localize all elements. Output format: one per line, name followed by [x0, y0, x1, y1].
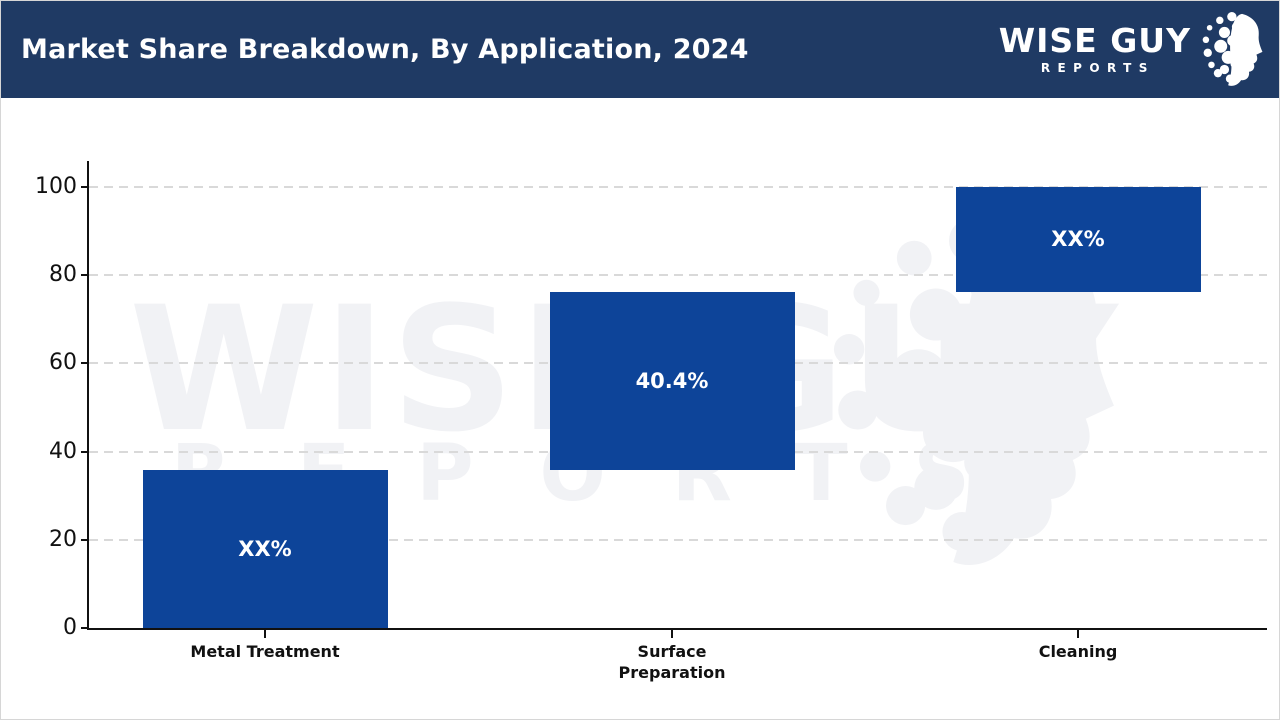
x-tick-label: Metal Treatment — [190, 642, 340, 661]
page-title: Market Share Breakdown, By Application, … — [21, 34, 749, 65]
y-tick-label: 80 — [49, 262, 77, 288]
logo-face-icon — [1202, 11, 1263, 86]
x-tick-mark — [1077, 630, 1079, 638]
y-tick-label: 40 — [49, 438, 77, 464]
y-tick-mark — [81, 627, 89, 629]
y-tick-mark — [81, 450, 89, 453]
brand-subname: REPORTS — [1040, 60, 1155, 75]
bar-metal-treatment: XX% — [142, 470, 388, 628]
x-tick-mark — [671, 630, 673, 638]
y-gridline — [89, 538, 1267, 541]
y-tick-mark — [81, 538, 89, 541]
watermark-face-icon — [833, 219, 1114, 565]
bar-value-label: XX% — [1051, 227, 1105, 252]
bar-cleaning: XX% — [955, 187, 1201, 292]
bar-surface-preparation: 40.4% — [549, 291, 795, 471]
brand-logo-text: WISE GUY REPORTS — [999, 24, 1191, 75]
y-axis-spine — [87, 161, 89, 630]
x-tick-mark — [264, 630, 266, 638]
x-axis-spine — [87, 628, 1267, 630]
brand-logo: WISE GUY REPORTS — [999, 11, 1263, 88]
bar-value-label: 40.4% — [635, 369, 709, 394]
x-tick-label: Surface Preparation — [618, 642, 726, 682]
y-tick-label: 60 — [49, 350, 77, 376]
brand-name: WISE GUY — [998, 21, 1191, 61]
y-gridline — [89, 186, 1267, 188]
y-tick-label: 0 — [63, 615, 77, 640]
header-bar: Market Share Breakdown, By Application, … — [1, 1, 1279, 98]
y-tick-mark — [81, 362, 89, 365]
y-gridline — [89, 274, 1267, 277]
x-tick-label: Cleaning — [1038, 642, 1118, 661]
y-tick-label: 20 — [49, 526, 77, 552]
y-tick-mark — [81, 274, 89, 277]
bar-value-label: XX% — [238, 537, 292, 562]
y-tick-mark — [81, 186, 89, 188]
y-tick-label: 100 — [35, 174, 77, 199]
